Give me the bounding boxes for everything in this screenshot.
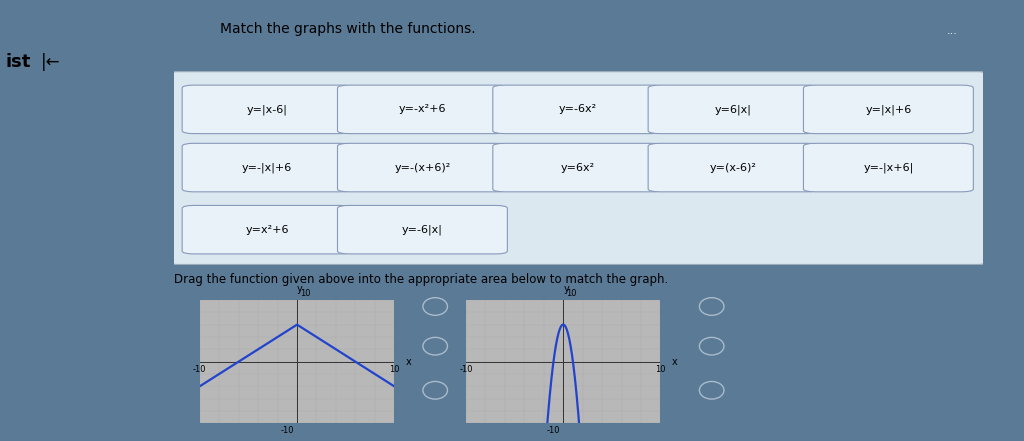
FancyBboxPatch shape [804, 85, 974, 134]
Text: |←: |← [41, 53, 60, 71]
FancyBboxPatch shape [338, 143, 507, 192]
Text: y=-6x²: y=-6x² [559, 105, 597, 114]
FancyBboxPatch shape [182, 206, 352, 254]
Text: y=-|x+6|: y=-|x+6| [863, 162, 913, 173]
FancyBboxPatch shape [648, 143, 818, 192]
Text: 10: 10 [300, 289, 310, 298]
Text: y=6x²: y=6x² [561, 163, 595, 172]
Text: y=(x-6)²: y=(x-6)² [710, 163, 757, 172]
Text: y=|x-6|: y=|x-6| [247, 104, 288, 115]
Text: y=-|x|+6: y=-|x|+6 [242, 162, 292, 173]
Text: y=-6|x|: y=-6|x| [402, 224, 442, 235]
Text: x: x [672, 357, 678, 366]
FancyBboxPatch shape [338, 206, 507, 254]
FancyBboxPatch shape [493, 143, 663, 192]
Text: y=6|x|: y=6|x| [715, 104, 752, 115]
Text: Match the graphs with the functions.: Match the graphs with the functions. [220, 22, 476, 36]
Text: x: x [406, 357, 412, 366]
Text: y: y [563, 284, 569, 294]
Text: y=|x|+6: y=|x|+6 [865, 104, 911, 115]
Text: ist: ist [5, 53, 31, 71]
Text: y=-x²+6: y=-x²+6 [398, 105, 446, 114]
FancyBboxPatch shape [493, 85, 663, 134]
FancyBboxPatch shape [648, 85, 818, 134]
Text: -10: -10 [281, 426, 294, 435]
FancyBboxPatch shape [182, 85, 352, 134]
Text: y=-(x+6)²: y=-(x+6)² [394, 163, 451, 172]
Text: 10: 10 [655, 365, 666, 374]
FancyBboxPatch shape [182, 143, 352, 192]
Text: ...: ... [947, 26, 957, 36]
Text: -10: -10 [547, 426, 560, 435]
Text: -10: -10 [193, 365, 207, 374]
Text: Drag the function given above into the appropriate area below to match the graph: Drag the function given above into the a… [174, 273, 669, 286]
FancyBboxPatch shape [804, 143, 974, 192]
Text: -10: -10 [459, 365, 473, 374]
Text: 10: 10 [389, 365, 399, 374]
Text: 10: 10 [566, 289, 577, 298]
FancyBboxPatch shape [338, 85, 507, 134]
Text: y=x²+6: y=x²+6 [246, 224, 289, 235]
Text: y: y [297, 284, 303, 294]
FancyBboxPatch shape [170, 71, 985, 265]
